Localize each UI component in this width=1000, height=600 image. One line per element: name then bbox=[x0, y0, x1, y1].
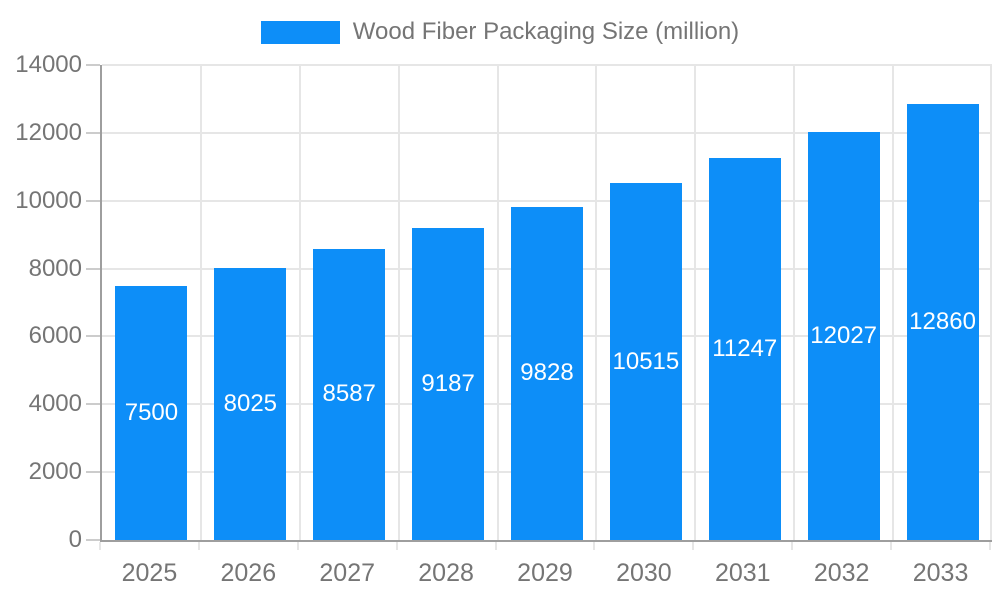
bar-value-label: 10515 bbox=[612, 347, 680, 375]
legend-swatch bbox=[260, 20, 340, 44]
y-tick bbox=[86, 267, 100, 270]
x-tick bbox=[692, 542, 695, 550]
y-axis-tick-label: 0 bbox=[68, 526, 82, 553]
legend-label: Wood Fiber Packaging Size (million) bbox=[352, 18, 740, 45]
y-gridline bbox=[102, 64, 992, 66]
y-axis-tick-label: 10000 bbox=[15, 186, 82, 214]
x-axis-tick-label: 2028 bbox=[418, 559, 474, 587]
bar-value-label: 7500 bbox=[124, 398, 179, 426]
y-axis-tick-label: 14000 bbox=[15, 51, 82, 78]
x-axis-tick-label: 2033 bbox=[912, 559, 969, 587]
x-gridline bbox=[496, 65, 499, 540]
x-tick bbox=[494, 542, 497, 550]
bar-2028: 9187 bbox=[412, 228, 485, 540]
x-axis-tick-label: 2025 bbox=[121, 559, 178, 587]
x-tick bbox=[395, 542, 398, 550]
x-gridline bbox=[793, 65, 796, 540]
x-axis-tick-label: 2027 bbox=[319, 559, 376, 587]
y-tick bbox=[86, 131, 100, 134]
x-gridline bbox=[892, 65, 895, 540]
bar-value-label: 8025 bbox=[223, 389, 278, 417]
legend: Wood Fiber Packaging Size (million) bbox=[0, 18, 1000, 46]
y-axis-tick-label: 2000 bbox=[28, 458, 82, 486]
y-axis-tick-label: 6000 bbox=[28, 322, 82, 350]
bar-2027: 8587 bbox=[313, 248, 386, 540]
x-axis-tick-label: 2026 bbox=[220, 559, 277, 587]
x-axis-tick-label: 2029 bbox=[517, 559, 573, 587]
x-gridline bbox=[694, 65, 697, 540]
bar-value-label: 12860 bbox=[909, 307, 976, 335]
x-tick bbox=[296, 542, 299, 550]
y-gridline bbox=[102, 131, 992, 134]
x-gridline bbox=[397, 65, 400, 540]
x-axis-tick-label: 2031 bbox=[714, 559, 771, 587]
y-tick bbox=[86, 199, 100, 202]
bar-value-label: 9187 bbox=[421, 370, 475, 398]
y-axis-tick-label: 8000 bbox=[28, 254, 82, 282]
x-axis-tick-label: 2030 bbox=[616, 559, 672, 587]
x-gridline bbox=[595, 65, 598, 540]
y-axis-tick-label: 12000 bbox=[15, 118, 82, 146]
y-tick bbox=[86, 471, 100, 474]
x-tick bbox=[197, 542, 200, 550]
bar-2026: 8025 bbox=[214, 267, 287, 540]
bar-value-label: 9828 bbox=[520, 359, 574, 387]
y-tick bbox=[86, 539, 100, 541]
y-tick bbox=[86, 335, 100, 338]
plot-area: 7500 8025 8587 9187 9828 10515 11247 12027 12860 bbox=[100, 64, 992, 542]
bar-value-label: 8587 bbox=[322, 380, 376, 408]
bar-2033: 12860 bbox=[906, 103, 979, 540]
x-gridline-right bbox=[990, 65, 992, 540]
y-tick bbox=[86, 403, 100, 406]
bar-2030: 10515 bbox=[609, 183, 682, 540]
x-axis-tick-label: 2032 bbox=[813, 559, 870, 587]
bar-2029: 9828 bbox=[511, 206, 583, 540]
bar-2031: 11247 bbox=[708, 158, 781, 540]
bar-2032: 12027 bbox=[807, 131, 880, 540]
y-tick bbox=[86, 64, 100, 66]
bar-value-label: 12027 bbox=[810, 321, 878, 349]
x-tick bbox=[890, 542, 893, 550]
bar-value-label: 11247 bbox=[712, 335, 778, 363]
x-gridline bbox=[199, 65, 202, 540]
x-tick bbox=[593, 542, 596, 550]
x-gridline bbox=[298, 65, 301, 540]
x-tick bbox=[99, 542, 101, 550]
x-tick bbox=[791, 542, 794, 550]
y-axis-tick-label: 4000 bbox=[28, 390, 82, 418]
bar-2025: 7500 bbox=[115, 285, 188, 540]
y-gridline bbox=[102, 199, 992, 202]
x-tick bbox=[989, 542, 991, 550]
